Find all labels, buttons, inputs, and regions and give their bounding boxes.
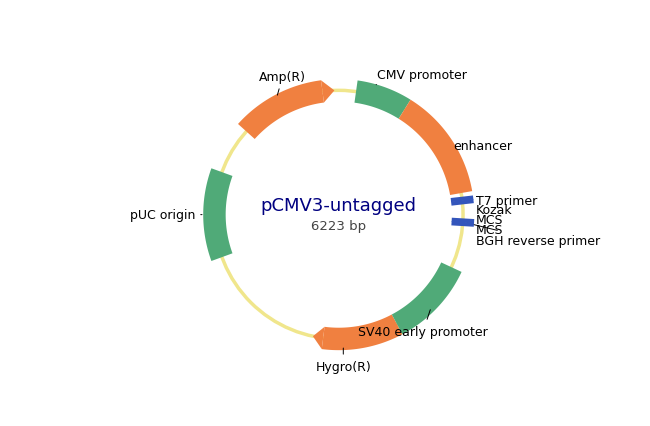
Polygon shape: [238, 81, 324, 140]
Text: Hygro(R): Hygro(R): [315, 348, 371, 373]
Text: BGH reverse primer: BGH reverse primer: [467, 224, 600, 247]
Text: pCMV3-untagged: pCMV3-untagged: [261, 196, 417, 215]
Polygon shape: [321, 81, 334, 103]
Text: MCS: MCS: [467, 224, 503, 237]
Polygon shape: [392, 263, 462, 334]
Text: MCS: MCS: [467, 213, 503, 226]
Text: T7 primer: T7 primer: [467, 194, 537, 207]
Text: enhancer: enhancer: [454, 140, 513, 153]
Text: Amp(R): Amp(R): [259, 71, 306, 96]
Text: pUC origin: pUC origin: [130, 209, 202, 222]
Text: 6223 bp: 6223 bp: [311, 220, 367, 233]
Polygon shape: [313, 327, 324, 349]
Text: SV40 early promoter: SV40 early promoter: [358, 310, 488, 338]
Text: CMV promoter: CMV promoter: [376, 69, 467, 86]
Polygon shape: [203, 169, 233, 262]
Polygon shape: [398, 101, 472, 196]
Text: Kozak: Kozak: [467, 201, 512, 216]
Polygon shape: [322, 315, 402, 350]
Polygon shape: [354, 81, 411, 119]
